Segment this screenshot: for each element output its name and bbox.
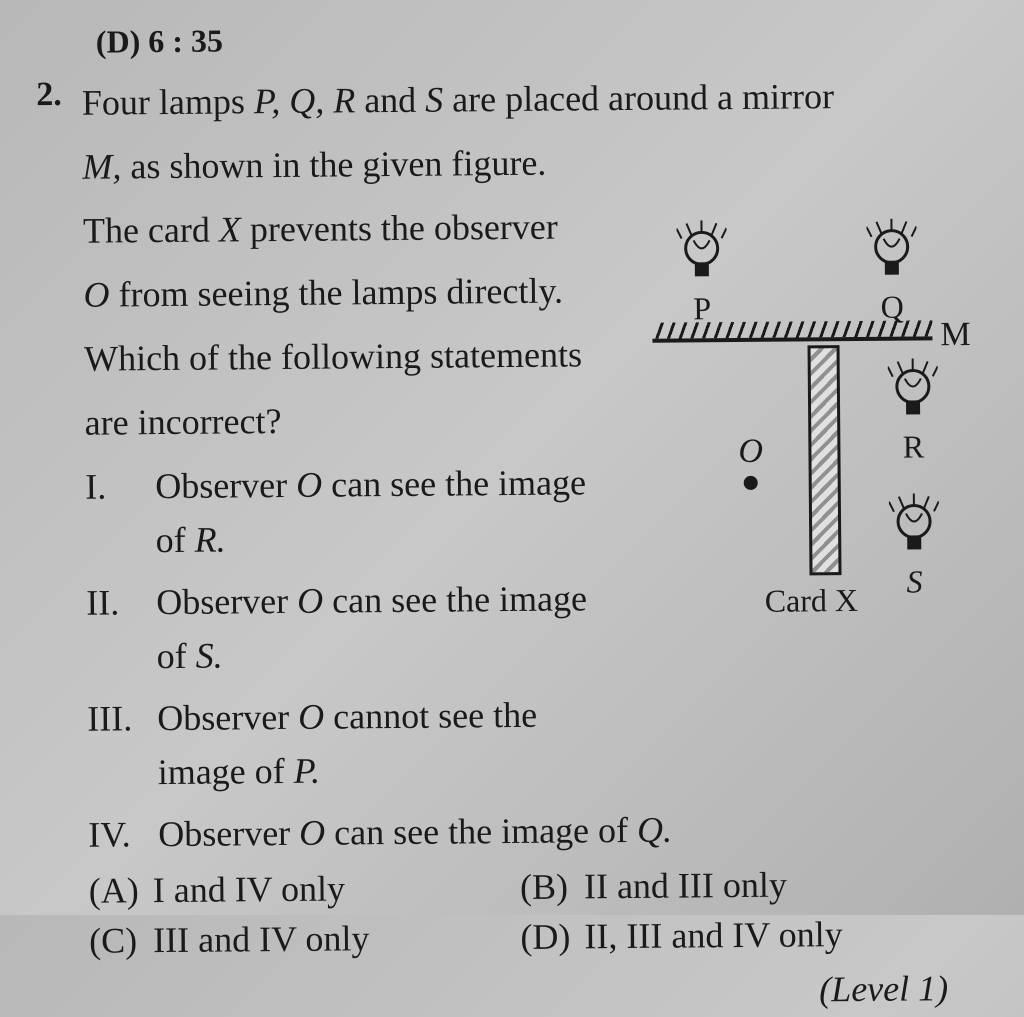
roman-iv-text-b: can see the image of (325, 810, 637, 853)
roman-ii-text-c: of (157, 636, 196, 676)
q-text-2: and (355, 80, 425, 121)
lamp-q-rays-icon (866, 218, 916, 238)
lamp-r-label: R (893, 428, 933, 465)
q-text-3: are placed around a mirror (443, 76, 834, 119)
roman-iii-var-o: O (298, 697, 324, 737)
q-text-line4b: from seeing the lamps directly. (109, 271, 563, 315)
roman-i-var-o: O (296, 465, 322, 505)
option-d: (D) II, III and IV only (520, 912, 952, 958)
lamp-r-rays-icon (888, 358, 938, 378)
q-var-s: S (425, 80, 443, 120)
q-vars-pqr: P, Q, R (254, 80, 356, 121)
option-c-text: III and IV only (153, 918, 370, 960)
roman-iv-label: IV. (88, 807, 158, 862)
roman-ii: II. Observer O can see the image of S. (86, 571, 625, 684)
mirror-label: M (940, 316, 971, 354)
question-line-2: M, as shown in the given figure. (82, 132, 981, 194)
option-a-label: (A) (89, 869, 144, 911)
roman-iii-label: III. (87, 691, 157, 746)
roman-ii-label: II. (86, 575, 156, 630)
roman-ii-var-o: O (297, 581, 323, 621)
options: (A) I and IV only (B) II and III only (C… (89, 862, 988, 970)
roman-iv-var-q: Q. (637, 810, 672, 850)
roman-ii-text-b: can see the image (323, 578, 587, 620)
option-c-label: (C) (89, 919, 144, 961)
roman-iii: III. Observer O cannot see the image of … (87, 687, 626, 800)
roman-i: I. Observer O can see the image of R. (85, 455, 624, 568)
level-indicator: (Level 1) (89, 967, 988, 1017)
question-block: 2. Four lamps P, Q, R and S are placed a… (36, 68, 988, 1017)
roman-ii-text-a: Observer (156, 581, 297, 622)
roman-iv: IV. Observer O can see the image of Q. (88, 800, 987, 862)
option-a: (A) I and IV only (89, 866, 521, 912)
question-line-1: Four lamps P, Q, R and S are placed arou… (82, 68, 981, 130)
question-line-6: are incorrect? (84, 391, 623, 450)
q-var-m: M, (82, 146, 130, 186)
lamp-p: P (681, 228, 722, 327)
roman-iii-text-b: cannot see the (324, 695, 537, 737)
roman-iv-text-a: Observer (158, 813, 299, 854)
q-text-1: Four lamps (82, 81, 254, 122)
roman-ii-var-s: S. (196, 636, 223, 676)
lamp-s-rays-icon (889, 493, 939, 513)
roman-i-var-r: R. (195, 520, 226, 560)
q-text-line2b: as shown in the given figure. (130, 143, 546, 187)
option-b-text: II and III only (584, 865, 787, 907)
observer-label: O (738, 433, 763, 470)
roman-iii-text-c: image of (158, 751, 294, 792)
roman-i-text-a: Observer (155, 465, 296, 506)
figure: P Q M (641, 206, 985, 629)
question-line-4: O from seeing the lamps directly. (83, 263, 622, 322)
q-text-line3b: prevents the observer (241, 207, 558, 250)
question-number: 2. (36, 76, 62, 114)
lamp-q: Q (871, 227, 912, 326)
roman-iv-var-o: O (299, 813, 325, 853)
observer-o: O (738, 433, 763, 490)
roman-i-label: I. (85, 459, 155, 514)
observer-dot-icon (744, 476, 758, 490)
question-line-3: The card X prevents the observer (83, 199, 622, 258)
q-text-line3a: The card (83, 210, 219, 251)
option-d-label: (D) (520, 915, 575, 957)
option-d-text: II, III and IV only (584, 914, 843, 956)
option-c: (C) III and IV only (89, 916, 521, 962)
previous-option-d: (D) 6 : 35 (96, 16, 980, 61)
card-x-label: Card X (765, 582, 859, 620)
roman-i-text-c: of (156, 520, 195, 560)
card-x (808, 345, 842, 575)
lamp-s: S (894, 501, 935, 600)
option-b-label: (B) (520, 865, 575, 907)
option-a-text: I and IV only (153, 868, 346, 910)
q-var-x: X (219, 209, 241, 249)
question-line-5: Which of the following statements (84, 327, 623, 386)
lamp-p-rays-icon (676, 220, 726, 240)
roman-iii-var-p: P. (293, 751, 320, 791)
roman-iii-text-a: Observer (157, 697, 298, 738)
option-b: (B) II and III only (520, 862, 952, 908)
q-var-o: O (83, 275, 109, 315)
lamp-s-label: S (894, 563, 934, 600)
lamp-r: R (893, 366, 934, 465)
roman-i-text-b: can see the image (322, 462, 586, 504)
